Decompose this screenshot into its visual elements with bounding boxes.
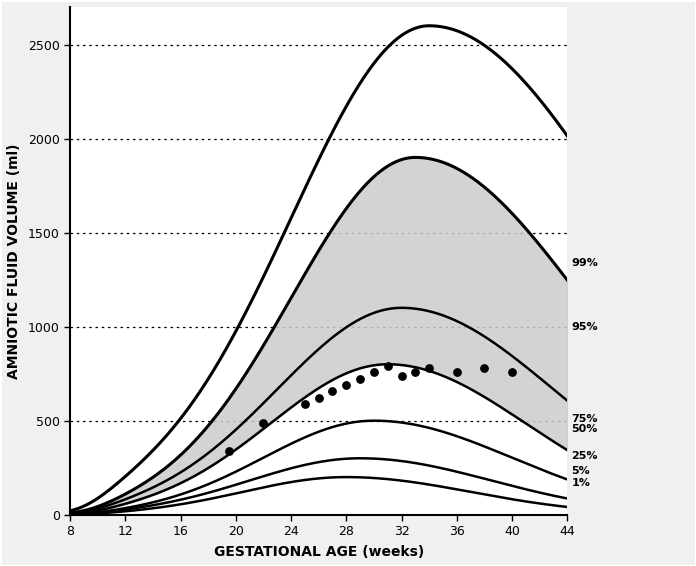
Point	[327, 386, 338, 395]
Text: 1%: 1%	[571, 478, 590, 488]
Point	[341, 380, 352, 389]
Point	[396, 371, 407, 380]
Point	[451, 367, 462, 376]
Point	[354, 375, 365, 384]
Point	[507, 367, 518, 376]
Point	[424, 363, 435, 372]
Y-axis label: AMNIOTIC FLUID VOLUME (ml): AMNIOTIC FLUID VOLUME (ml)	[7, 143, 21, 379]
Point	[258, 418, 269, 427]
Point	[479, 363, 490, 372]
Point	[382, 362, 393, 371]
Point	[223, 446, 235, 455]
Text: 75%: 75%	[571, 414, 598, 424]
Text: 25%: 25%	[571, 452, 598, 461]
Text: 99%: 99%	[571, 258, 599, 268]
Text: 5%: 5%	[571, 465, 590, 475]
Text: 50%: 50%	[571, 424, 598, 434]
Text: 95%: 95%	[571, 321, 598, 332]
Point	[299, 399, 310, 408]
X-axis label: GESTATIONAL AGE (weeks): GESTATIONAL AGE (weeks)	[214, 545, 424, 559]
Point	[313, 393, 324, 402]
Point	[368, 367, 379, 376]
Point	[410, 367, 421, 376]
